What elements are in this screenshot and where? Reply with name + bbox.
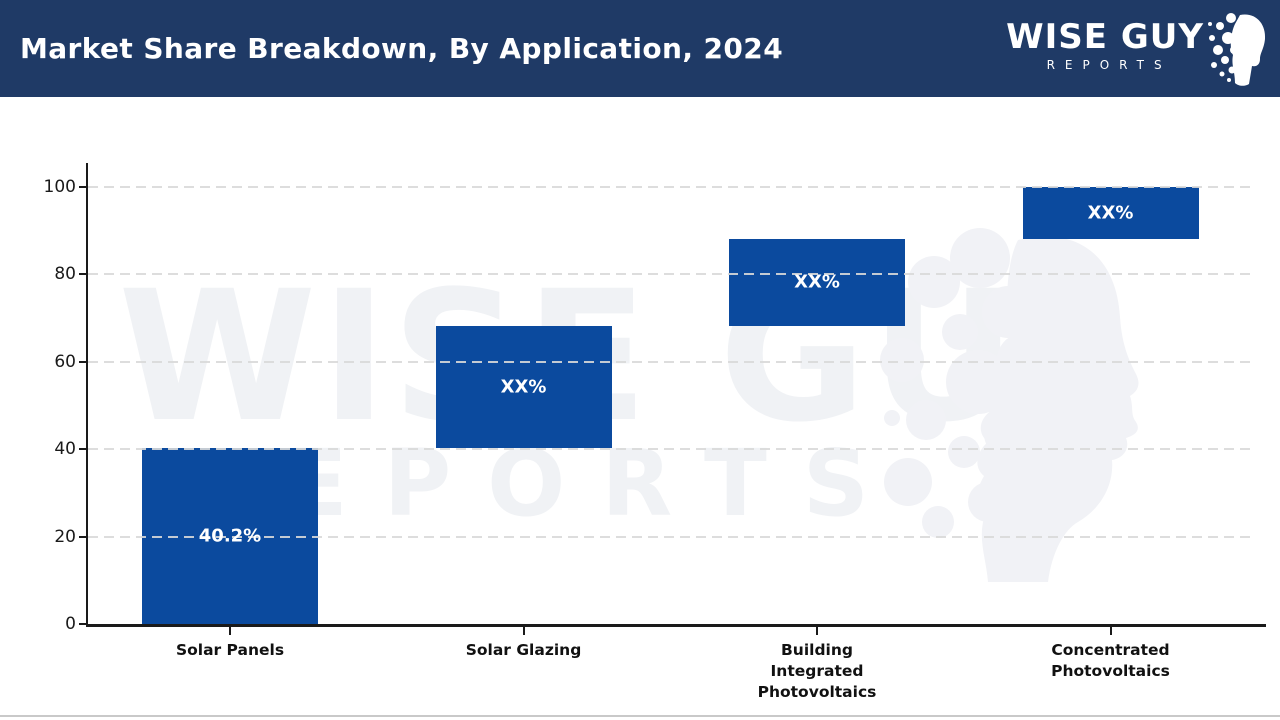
y-tick-label-40: 40: [54, 439, 76, 460]
y-tick-label-80: 80: [54, 264, 76, 285]
category-label-1: Solar Panels: [175, 641, 285, 659]
chart-title: Market Share Breakdown, By Application, …: [20, 32, 784, 65]
bar-segment-2: [435, 325, 612, 449]
logo-wiseguy-text: WISE GUY: [1006, 17, 1204, 57]
gridline-60: [88, 360, 1255, 363]
bar-value-label-2: XX%: [500, 376, 547, 398]
y-tick-label-60: 60: [54, 351, 76, 372]
y-axis: [86, 163, 88, 626]
y-tick-label-20: 20: [54, 526, 76, 547]
y-tick-label-100: 100: [43, 177, 76, 197]
bar-value-label-4: XX%: [1087, 202, 1134, 224]
category-label-2: Solar Glazing: [465, 641, 582, 659]
x-tick-2: [522, 627, 525, 635]
gridline-40: [88, 448, 1255, 451]
bar-segment-3: [729, 238, 905, 326]
y-tick-0: [79, 623, 87, 625]
y-tick-100: [79, 186, 87, 188]
bar-value-label-1: 40.2%: [198, 525, 262, 547]
category-label-4: Concentrated Photovoltaics: [1051, 641, 1170, 680]
bar-segment-4: [1022, 187, 1199, 239]
x-axis: [86, 624, 1266, 627]
header-bar: Market Share Breakdown, By Application, …: [0, 0, 1280, 97]
y-tick-60: [79, 360, 87, 363]
y-tick-80: [79, 273, 87, 276]
x-tick-1: [229, 627, 231, 635]
category-label-3: Building Integrated Photovoltaics: [757, 641, 877, 701]
wiseguy-logo: WISE GUY REPORTS: [1002, 6, 1272, 92]
logo-reports-text: REPORTS: [1046, 57, 1172, 72]
logo-text: WISE GUY REPORTS: [1006, 17, 1204, 72]
y-tick-label-0: 0: [65, 614, 76, 634]
y-tick-20: [79, 535, 87, 538]
logo-head-icon: [1208, 13, 1266, 86]
x-tick-4: [1109, 627, 1112, 635]
gridline-20: [88, 535, 1255, 538]
x-tick-3: [816, 627, 818, 635]
gridline-80: [88, 273, 1255, 276]
bottom-border: [0, 715, 1280, 717]
gridline-100: [88, 186, 1255, 188]
bar-value-label-3: XX%: [794, 271, 840, 293]
watermark-head-icon: [876, 228, 1139, 582]
y-tick-40: [79, 448, 87, 451]
